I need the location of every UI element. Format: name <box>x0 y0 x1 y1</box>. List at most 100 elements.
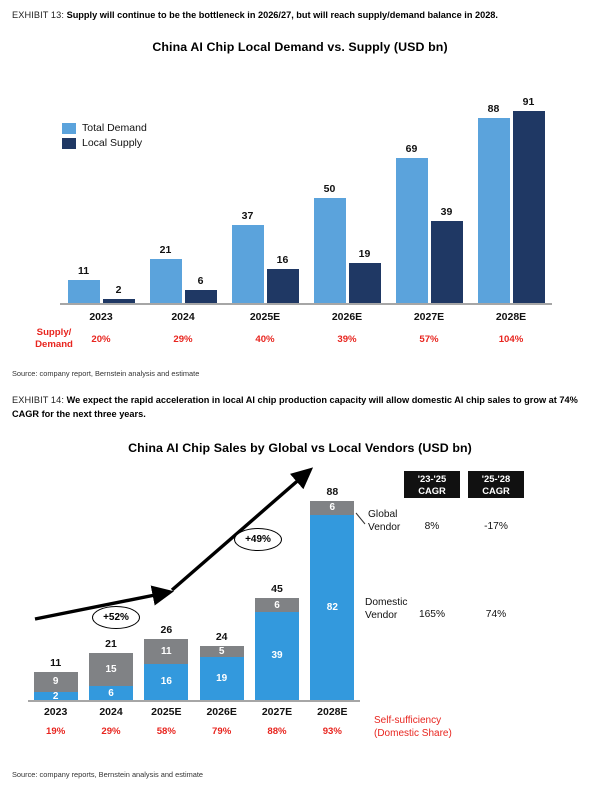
chart-2-self-sufficiency-pct: 88% <box>267 726 287 737</box>
chart-1-title: China AI Chip Local Demand vs. Supply (U… <box>152 40 448 54</box>
chart-1-value-label: 50 <box>323 182 336 195</box>
chart-2-total-label: 11 <box>50 656 62 669</box>
chart-1-category-label: 2028E <box>495 311 527 323</box>
chart-2-total-label: 26 <box>160 623 173 636</box>
chart-1-supply-demand-pct: 29% <box>173 334 193 345</box>
chart-2-category-label: 2023 <box>43 706 68 718</box>
chart-2-global-segment: 6 <box>255 598 299 612</box>
legend-item-total-demand: Total Demand <box>62 122 147 134</box>
cagr-global-23-25: 8% <box>424 521 440 532</box>
domestic-vendor-label-line1: Domestic <box>365 597 408 608</box>
cagr-header-25-28: '25-'28 CAGR <box>468 471 524 498</box>
exhibit-14-tag: EXHIBIT 14: <box>12 395 64 405</box>
chart-1-bar <box>231 225 264 303</box>
legend-item-local-supply: Local Supply <box>62 137 147 149</box>
chart-1-value-label: 6 <box>197 275 204 288</box>
supply-demand-row-label: Supply/ Demand <box>24 327 84 351</box>
chart-1-source: Source: company report, Bernstein analys… <box>12 369 200 378</box>
chart-1-value-label: 11 <box>77 264 90 277</box>
chart-2-self-sufficiency-pct: 19% <box>46 726 66 737</box>
chart-1-legend: Total Demand Local Supply <box>62 122 147 152</box>
chart-1-bar <box>184 290 217 303</box>
chart-1-value-label: 39 <box>440 205 453 218</box>
chart-2-domestic-segment: 6 <box>89 686 133 700</box>
chart-1-value-label: 37 <box>241 210 254 223</box>
callout-49: +49% <box>234 528 282 551</box>
chart-2-self-sufficiency-pct: 58% <box>156 726 176 737</box>
chart-1-bar <box>430 220 463 303</box>
chart-2-self-sufficiency-pct: 29% <box>101 726 121 737</box>
legend-label-local-supply: Local Supply <box>82 137 143 149</box>
callout-49-label: +49% <box>245 534 271 545</box>
chart-2-global-segment: 11 <box>144 638 189 664</box>
chart-2-category-label: 2028E <box>317 706 348 718</box>
chart-2-category-label: 2024 <box>99 706 123 718</box>
exhibit-13-header: EXHIBIT 13: Supply will continue to be t… <box>12 9 588 23</box>
chart-1-value-label: 21 <box>159 243 172 256</box>
chart-2-category-label: 2026E <box>206 706 237 718</box>
chart-1-value-label: 19 <box>358 248 371 260</box>
chart-2-global-segment: 9 <box>33 671 78 692</box>
chart-1-bar <box>512 111 545 303</box>
chart-1-supply-demand-pct: 40% <box>255 334 275 345</box>
legend-swatch-local-supply <box>62 137 76 149</box>
chart-1-value-label: 88 <box>487 102 500 115</box>
self-sufficiency-label-line2: (Domestic Share) <box>374 728 452 739</box>
chart-2-domestic-segment: 16 <box>144 663 189 700</box>
cagr-header-25-28-line1: '25-'28 <box>481 473 511 484</box>
callout-52-label: +52% <box>103 612 129 623</box>
chart-1-x-axis <box>60 303 552 305</box>
supply-demand-label-line1: Supply/ <box>36 327 72 338</box>
chart-1-value-label: 91 <box>522 96 535 109</box>
cagr-header-23-25-line1: '23-'25 <box>417 473 447 484</box>
chart-1-value-label: 2 <box>115 283 122 296</box>
supply-demand-label-line2: Demand <box>35 339 73 350</box>
chart-2-x-axis <box>28 700 360 702</box>
chart-1-category-label: 2023 <box>89 311 113 323</box>
chart-1-bar <box>348 263 381 303</box>
chart-1-bar <box>149 258 182 303</box>
chart-1-category-label: 2027E <box>413 311 445 323</box>
chart-1-value-label: 16 <box>276 254 289 267</box>
chart-2-total-label: 24 <box>215 630 228 643</box>
chart-1-supply-demand-pct: 57% <box>419 334 439 345</box>
domestic-vendor-label: Domestic Vendor <box>365 597 407 622</box>
legend-label-total-demand: Total Demand <box>82 122 147 134</box>
chart-2-self-sufficiency-pct: 79% <box>212 726 232 737</box>
chart-1-bar <box>313 197 346 303</box>
cagr-domestic-23-25: 165% <box>418 609 446 620</box>
chart-2-source: Source: company reports, Bernstein analy… <box>12 770 204 779</box>
global-vendor-label: Global Vendor <box>368 509 400 534</box>
global-vendor-label-line2: Vendor <box>368 521 401 533</box>
exhibit-13-title: Supply will continue to be the bottlenec… <box>66 10 498 20</box>
chart-2-domestic-segment: 2 <box>33 691 78 702</box>
cagr-header-23-25: '23-'25 CAGR <box>404 471 460 498</box>
chart-2-category-label: 2027E <box>261 706 293 718</box>
chart-2-total-label: 45 <box>271 583 283 596</box>
chart-2: +52% +49% Global Vendor Domestic Vendor … <box>0 462 600 707</box>
chart-1-value-label: 69 <box>405 142 418 155</box>
chart-1-bar <box>477 117 510 303</box>
chart-2-domestic-segment: 82 <box>310 514 355 700</box>
self-sufficiency-label: Self-sufficiency (Domestic Share) <box>374 714 452 740</box>
domestic-vendor-label-line2: Vendor <box>365 609 398 621</box>
chart-1-supply-demand-pct: 104% <box>498 334 524 345</box>
chart-2-self-sufficiency-pct: 93% <box>322 726 342 737</box>
chart-2-total-label: 21 <box>105 637 117 650</box>
cagr-domestic-25-28: 74% <box>485 609 507 620</box>
chart-2-domestic-segment: 19 <box>199 657 244 700</box>
chart-2-title: China AI Chip Sales by Global vs Local V… <box>128 441 472 455</box>
cagr-header-25-28-line2: CAGR <box>482 484 510 496</box>
callout-52: +52% <box>92 606 140 629</box>
chart-1-bar <box>266 269 299 303</box>
chart-2-category-label: 2025E <box>151 706 182 718</box>
chart-1-category-label: 2025E <box>249 311 281 323</box>
chart-1-category-label: 2024 <box>171 311 195 323</box>
chart-1-bar <box>395 157 428 303</box>
chart-2-total-label: 88 <box>326 486 339 499</box>
cagr-global-25-28: -17% <box>484 521 508 532</box>
chart-1-supply-demand-pct: 20% <box>91 334 111 345</box>
chart-1: Total Demand Local Supply 11 2 21 6 37 16 50 19… <box>0 60 600 310</box>
chart-2-global-segment: 5 <box>199 645 244 658</box>
